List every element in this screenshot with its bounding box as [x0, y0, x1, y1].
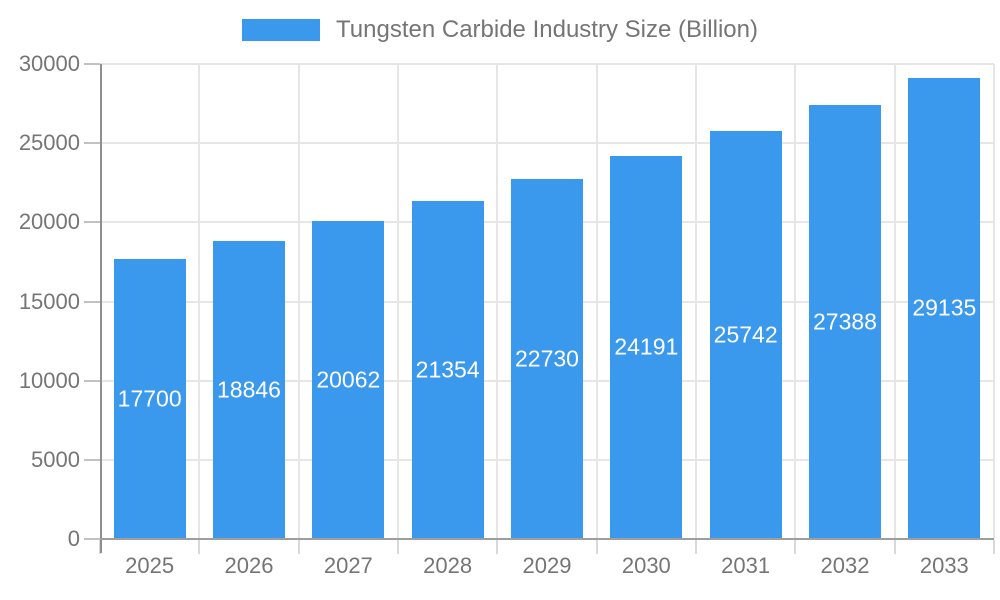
plot-area: 17700 18846 20062 21354 22730 24191 25742 27388… — [100, 63, 995, 539]
x-axis-tick — [893, 540, 896, 554]
y-tick-label: 10000 — [18, 367, 80, 393]
legend-swatch-icon — [242, 19, 321, 41]
x-tick-label: 2025 — [125, 553, 175, 578]
y-axis-line — [100, 64, 102, 553]
gridline-horizontal — [100, 142, 994, 145]
gridline-vertical — [695, 64, 697, 539]
bar-2026[interactable] — [213, 240, 285, 539]
x-axis-tick — [695, 540, 697, 554]
x-axis-tick — [297, 540, 300, 554]
bar-value-label: 25742 — [713, 321, 778, 348]
gridline-vertical — [595, 64, 598, 539]
bar-2033[interactable] — [908, 77, 981, 539]
legend-label: Tungsten Carbide Industry Size (Billion) — [336, 16, 758, 43]
y-tick-label: 20000 — [18, 209, 80, 235]
gridline-horizontal — [100, 63, 994, 65]
x-axis-tick — [198, 540, 201, 554]
x-tick-label: 2028 — [423, 553, 473, 578]
y-tick-label: 25000 — [18, 130, 80, 156]
bar-value-label: 27388 — [813, 308, 877, 335]
y-axis-tick — [84, 458, 100, 461]
y-tick-label: 5000 — [31, 446, 80, 472]
bar-2031[interactable] — [709, 131, 782, 539]
x-tick-label: 2031 — [721, 553, 771, 578]
x-tick-label: 2032 — [820, 553, 870, 578]
x-axis-tick — [794, 540, 797, 554]
bar-2029[interactable] — [511, 179, 583, 539]
y-axis-tick — [84, 142, 100, 145]
y-axis-tick — [84, 379, 100, 382]
gridline-vertical — [893, 64, 896, 539]
y-axis-tick — [84, 63, 100, 65]
x-axis-line — [100, 538, 994, 540]
bar-value-label: 22730 — [515, 345, 579, 372]
bar-2028[interactable] — [411, 200, 484, 539]
y-axis-tick — [84, 538, 100, 540]
bar-2025[interactable] — [113, 258, 186, 539]
x-tick-label: 2033 — [919, 553, 969, 578]
bar-2032[interactable] — [809, 105, 881, 539]
bar-value-label: 21354 — [415, 356, 480, 383]
x-axis-tick — [595, 540, 598, 554]
x-tick-label: 2029 — [522, 553, 572, 578]
y-tick-label: 0 — [67, 526, 80, 551]
y-axis-tick — [84, 300, 100, 303]
x-axis-tick — [397, 540, 399, 554]
bar-value-label: 18846 — [217, 376, 281, 403]
legend-item[interactable]: Tungsten Carbide Industry Size (Billion) — [242, 17, 758, 43]
x-tick-label: 2026 — [224, 553, 274, 578]
gridline-vertical — [397, 64, 399, 539]
gridline-vertical — [496, 64, 499, 539]
bar-2030[interactable] — [610, 155, 683, 539]
bar-value-label: 29135 — [912, 294, 977, 321]
bar-value-label: 20062 — [316, 366, 381, 393]
y-axis-tick — [84, 221, 100, 224]
y-tick-label: 15000 — [18, 288, 80, 314]
bar-value-label: 17700 — [117, 385, 182, 412]
x-axis-tick — [993, 540, 995, 554]
legend: Tungsten Carbide Industry Size (Billion) — [0, 17, 1000, 43]
gridline-vertical — [794, 64, 797, 539]
x-tick-label: 2027 — [323, 553, 373, 578]
bar-2027[interactable] — [312, 221, 385, 539]
x-tick-label: 2030 — [621, 553, 671, 578]
bar-value-label: 24191 — [614, 333, 679, 360]
gridline-vertical — [198, 64, 201, 539]
y-tick-label: 30000 — [18, 51, 80, 76]
gridline-vertical — [297, 64, 300, 539]
gridline-vertical — [993, 64, 995, 539]
x-axis-tick — [496, 540, 499, 554]
